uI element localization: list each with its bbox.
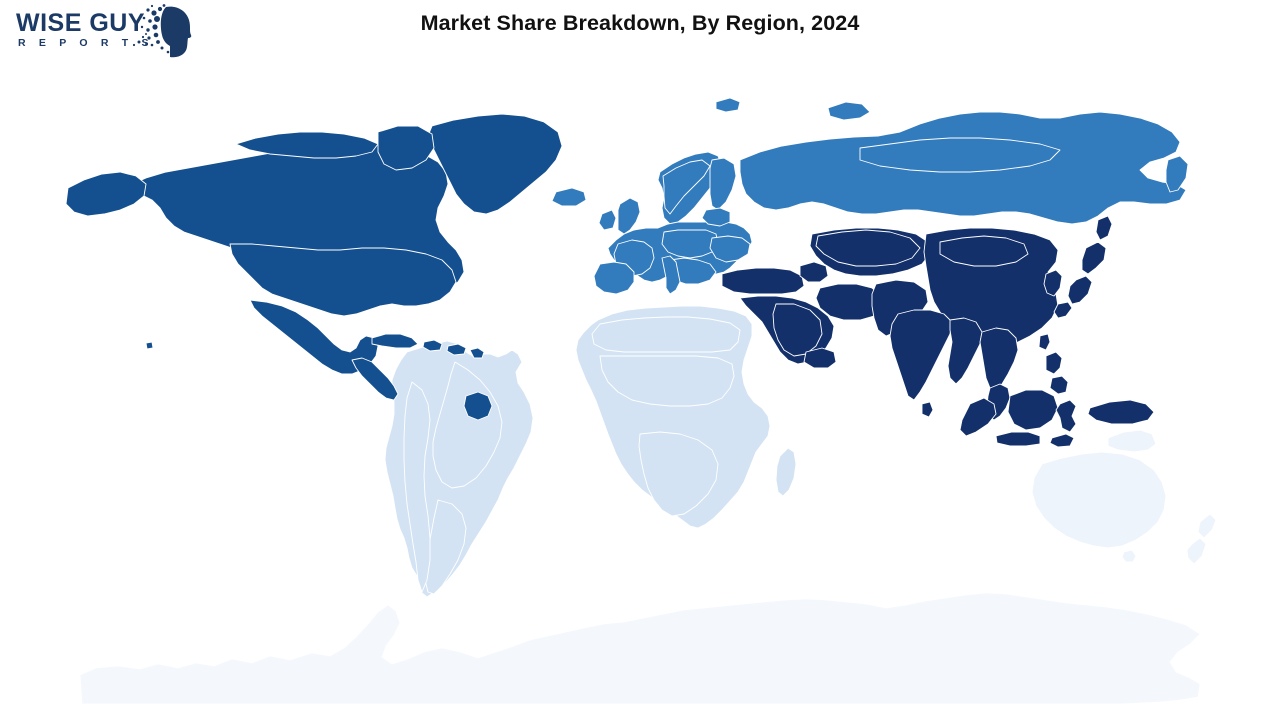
- central-america-shape[interactable]: [352, 358, 398, 400]
- java-shape[interactable]: [996, 432, 1040, 446]
- norway-internal-border: [663, 160, 710, 214]
- russia-internal-border-siberia: [860, 138, 1060, 172]
- caucasus-shape[interactable]: [800, 262, 828, 282]
- world-choropleth-map: [0, 52, 1280, 720]
- sulawesi-shape[interactable]: [1056, 400, 1076, 432]
- kazakhstan-internal-border: [816, 230, 920, 266]
- new-guinea-shape[interactable]: [1088, 400, 1154, 424]
- korea-shape[interactable]: [1044, 270, 1062, 296]
- south-america-internal-border-brazil: [433, 362, 502, 488]
- region-antarctica[interactable]: [80, 593, 1200, 704]
- svalbard-shape[interactable]: [716, 98, 740, 112]
- papua-new-guinea-lower-shape[interactable]: [1108, 430, 1156, 452]
- alaska-shape[interactable]: [66, 172, 146, 216]
- taiwan-shape[interactable]: [1039, 334, 1050, 350]
- region-north-america[interactable]: [66, 114, 562, 420]
- south-america-internal-border-peru-chile: [404, 382, 430, 592]
- mexico-shape[interactable]: [250, 300, 378, 374]
- dotted-head-profile-icon: [132, 4, 192, 58]
- chart-header: WISE GUY R E P O R T S: [0, 0, 1280, 58]
- kamchatka-shape[interactable]: [1166, 156, 1188, 192]
- caribbean-islands-shape[interactable]: [372, 334, 484, 358]
- finland-shape[interactable]: [710, 158, 736, 210]
- region-europe-russia[interactable]: [552, 98, 1188, 294]
- region-south-america-africa-oceania[interactable]: [385, 306, 1216, 597]
- greenland-shape[interactable]: [428, 114, 562, 214]
- ireland-shape[interactable]: [599, 210, 616, 230]
- borneo-shape[interactable]: [1008, 390, 1058, 430]
- new-zealand-shape[interactable]: [1187, 514, 1216, 564]
- africa-internal-border-sahara: [592, 317, 740, 352]
- yemen-oman-shape[interactable]: [804, 348, 836, 368]
- logo-wordmark-text: WISE GUY: [16, 9, 146, 37]
- novaya-zemlya-shape[interactable]: [828, 102, 870, 120]
- africa-internal-border-central: [600, 356, 734, 406]
- region-asia-pacific-middle-east[interactable]: [722, 216, 1154, 447]
- ukraine-internal-border: [710, 236, 750, 262]
- india-shape[interactable]: [890, 310, 952, 400]
- madagascar-shape[interactable]: [776, 448, 796, 496]
- page-title: Market Share Breakdown, By Region, 2024: [420, 11, 860, 35]
- sumatra-shape[interactable]: [960, 398, 996, 436]
- sakhalin-shape[interactable]: [1096, 216, 1112, 240]
- baffin-island-shape[interactable]: [378, 126, 434, 170]
- indochina-shape[interactable]: [980, 328, 1018, 392]
- italy-shape[interactable]: [662, 256, 680, 294]
- small-pacific-marker[interactable]: [146, 342, 153, 349]
- tasmania-shape[interactable]: [1122, 550, 1136, 562]
- logo-subword-text: R E P O R T S: [18, 37, 154, 49]
- united-states-shape[interactable]: [230, 244, 456, 316]
- philippines-shape[interactable]: [1046, 352, 1068, 394]
- turkey-shape[interactable]: [722, 268, 804, 294]
- baltic-states-shape[interactable]: [702, 208, 730, 226]
- antarctica-shape[interactable]: [80, 593, 1200, 704]
- united-kingdom-shape[interactable]: [618, 198, 640, 234]
- sri-lanka-shape[interactable]: [922, 402, 933, 417]
- mongolia-internal-border: [940, 236, 1028, 266]
- japan-shape[interactable]: [1054, 242, 1106, 318]
- iberia-shape[interactable]: [594, 262, 634, 294]
- africa-internal-border-southern: [639, 432, 718, 516]
- canadian-arctic-islands-shape[interactable]: [236, 132, 378, 158]
- iceland-shape[interactable]: [552, 188, 586, 206]
- wise-guy-reports-logo: WISE GUY R E P O R T S: [10, 4, 200, 58]
- timor-shape[interactable]: [1050, 434, 1074, 447]
- map-canvas: [0, 52, 1280, 720]
- guyana-suriname-shape[interactable]: [464, 392, 492, 420]
- australia-shape[interactable]: [1032, 452, 1166, 548]
- bangladesh-myanmar-shape[interactable]: [948, 318, 982, 384]
